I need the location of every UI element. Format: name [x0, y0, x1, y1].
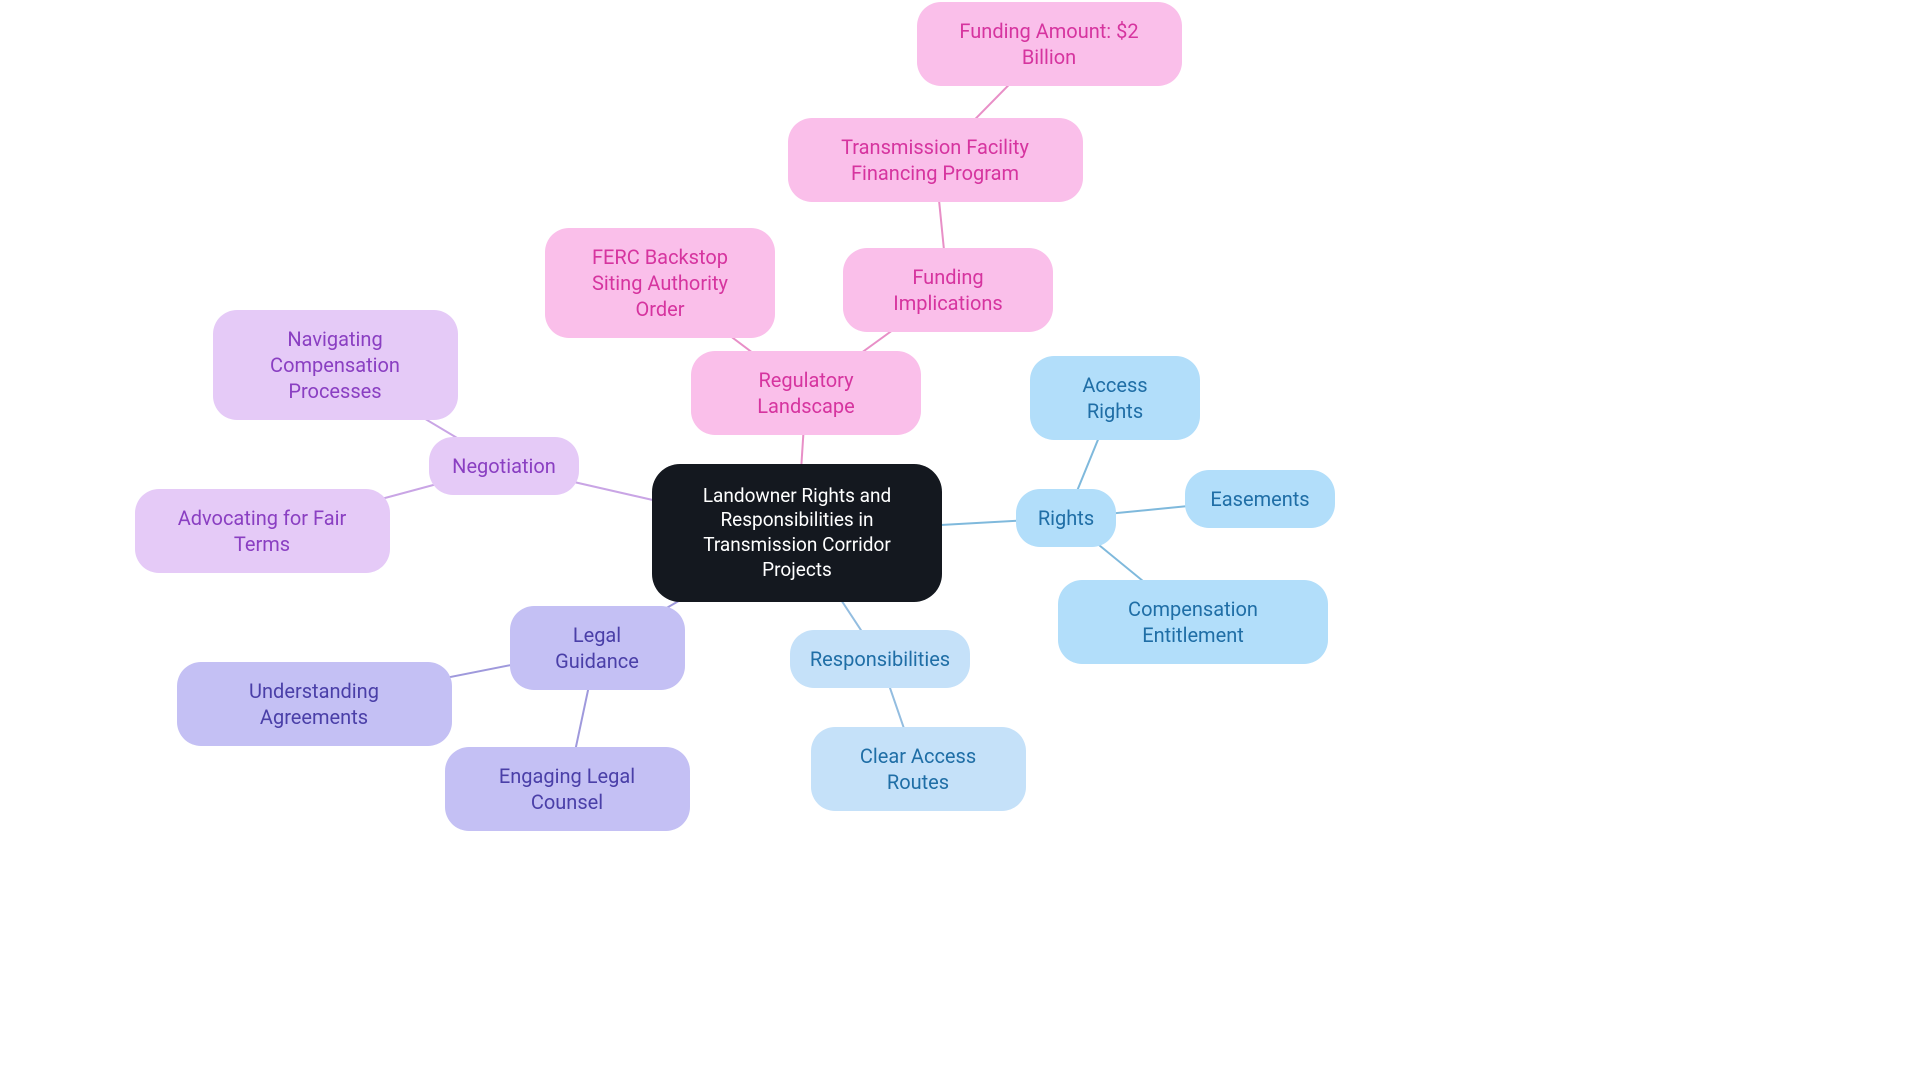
node-label: Easements	[1210, 486, 1309, 512]
node-regulatory: Regulatory Landscape	[691, 351, 921, 435]
node-label: Access Rights	[1058, 372, 1172, 424]
node-ferc: FERC Backstop Siting Authority Order	[545, 228, 775, 338]
node-label: Legal Guidance	[538, 622, 657, 674]
node-easements: Easements	[1185, 470, 1335, 528]
node-label: FERC Backstop Siting Authority Order	[573, 244, 747, 322]
node-label: Transmission Facility Financing Program	[816, 134, 1055, 186]
node-label: Funding Amount: $2 Billion	[945, 18, 1154, 70]
node-label: Advocating for Fair Terms	[163, 505, 362, 557]
node-label: Compensation Entitlement	[1086, 596, 1300, 648]
node-label: Regulatory Landscape	[719, 367, 893, 419]
node-funding-amt: Funding Amount: $2 Billion	[917, 2, 1182, 86]
node-label: Understanding Agreements	[205, 678, 424, 730]
node-label: Landowner Rights and Responsibilities in…	[676, 484, 918, 583]
node-funding-impl: Funding Implications	[843, 248, 1053, 332]
node-access-rights: Access Rights	[1030, 356, 1200, 440]
node-label: Funding Implications	[871, 264, 1025, 316]
node-advocating: Advocating for Fair Terms	[135, 489, 390, 573]
node-label: Engaging Legal Counsel	[473, 763, 662, 815]
node-clear-access: Clear Access Routes	[811, 727, 1026, 811]
node-responsibilities: Responsibilities	[790, 630, 970, 688]
node-label: Rights	[1038, 505, 1094, 531]
center-node: Landowner Rights and Responsibilities in…	[652, 464, 942, 603]
node-negotiation: Negotiation	[429, 437, 579, 495]
node-rights: Rights	[1016, 489, 1116, 547]
node-label: Responsibilities	[810, 646, 950, 672]
node-compensation: Compensation Entitlement	[1058, 580, 1328, 664]
node-legal: Legal Guidance	[510, 606, 685, 690]
node-understanding: Understanding Agreements	[177, 662, 452, 746]
node-tffp: Transmission Facility Financing Program	[788, 118, 1083, 202]
node-label: Clear Access Routes	[839, 743, 998, 795]
node-engaging: Engaging Legal Counsel	[445, 747, 690, 831]
node-label: Navigating Compensation Processes	[241, 326, 430, 404]
node-navigating: Navigating Compensation Processes	[213, 310, 458, 420]
node-label: Negotiation	[452, 453, 556, 479]
